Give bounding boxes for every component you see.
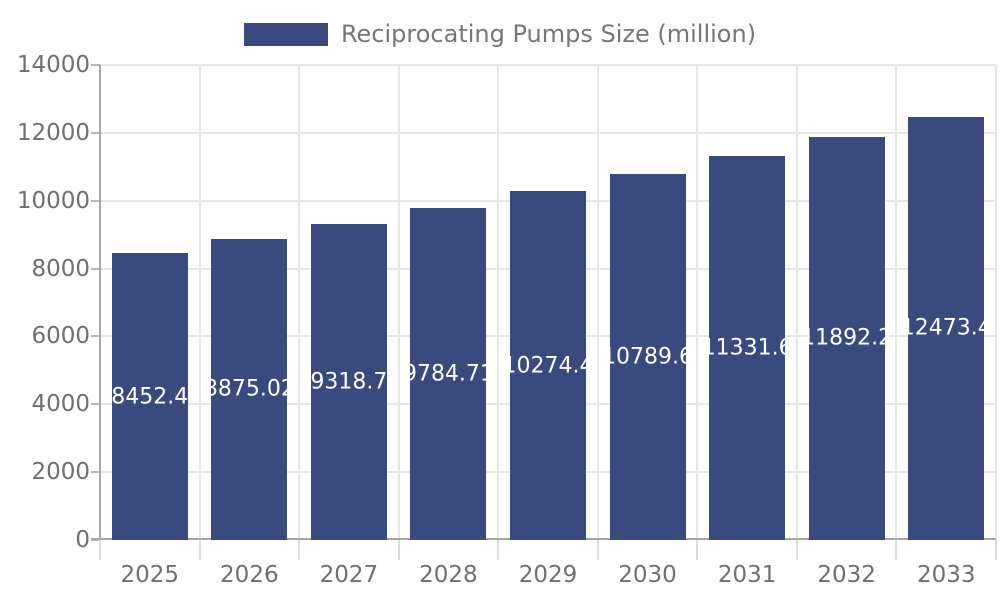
x-axis-tick [298, 540, 301, 560]
vertical-gridline [397, 65, 400, 540]
legend-label[interactable]: Reciprocating Pumps Size (million) [340, 20, 757, 48]
bar-value-label: 10789.6 [602, 344, 694, 370]
y-axis-line [99, 65, 101, 540]
x-axis-tick [795, 540, 798, 560]
bar-value-label: 11892.2 [801, 325, 893, 351]
y-axis-tick-label: 12000 [16, 119, 90, 146]
vertical-gridline [497, 65, 500, 540]
x-axis-tick [397, 540, 400, 560]
y-axis-tick-label: 14000 [16, 52, 90, 78]
bar-value-label: 10274.4 [502, 353, 594, 379]
y-axis-tick-label: 10000 [16, 187, 90, 214]
bar-2029[interactable]: 10274.4 [503, 191, 593, 540]
bar-2030[interactable]: 10789.6 [602, 173, 693, 540]
y-axis-tick [91, 403, 100, 406]
vertical-gridline [995, 65, 997, 540]
vertical-gridline [198, 65, 201, 540]
x-axis-tick [895, 540, 898, 560]
y-axis-tick-label: 8000 [31, 255, 90, 282]
vertical-gridline [596, 65, 599, 540]
bar-value-label: 9318.7 [310, 369, 388, 395]
bar-2026[interactable]: 8875.02 [204, 238, 295, 540]
vertical-gridline [795, 65, 798, 540]
bar-2028[interactable]: 9784.71 [403, 208, 494, 540]
bar-2032[interactable]: 11892.2 [801, 136, 892, 540]
x-axis-tick [696, 540, 699, 560]
y-axis-tick-label: 4000 [31, 391, 90, 418]
legend[interactable]: Reciprocating Pumps Size (million) [0, 20, 1000, 48]
y-axis-tick [91, 335, 100, 338]
bar-value-label: 9784.71 [402, 361, 494, 387]
bar-value-label: 12473.4 [900, 315, 992, 341]
vertical-gridline [895, 65, 898, 540]
x-axis-tick-label: 2025 [120, 562, 180, 588]
horizontal-gridline [100, 131, 996, 134]
legend-swatch[interactable] [243, 22, 328, 46]
vertical-gridline [298, 65, 301, 540]
bar-value-label: 8452.4 [111, 384, 189, 410]
y-axis-tick-label: 0 [75, 527, 90, 553]
x-axis-tick-label: 2030 [618, 562, 677, 588]
y-axis-tick-label: 2000 [31, 459, 90, 486]
bar-2033[interactable]: 12473.4 [901, 116, 992, 540]
bar-value-label: 8875.02 [203, 376, 295, 402]
x-axis-tick [198, 540, 201, 560]
y-axis-tick [91, 539, 100, 541]
y-axis-tick [91, 471, 100, 474]
x-axis-tick-label: 2031 [717, 562, 777, 588]
x-axis-tick-label: 2027 [319, 562, 379, 588]
x-axis-tick-label: 2033 [916, 562, 976, 588]
x-axis-tick-label: 2029 [518, 562, 578, 588]
plot-area: 0 2000 4000 6000 8000 10000 12000 14000 2025 2026… [17, 52, 997, 588]
y-axis-tick [91, 199, 100, 202]
horizontal-gridline [100, 64, 996, 66]
x-axis-tick [995, 540, 997, 560]
x-axis-tick-label: 2028 [419, 562, 478, 588]
bar-value-label: 11331.6 [701, 335, 793, 361]
bar-2031[interactable]: 11331.6 [702, 155, 793, 540]
x-axis-tick [497, 540, 500, 560]
vertical-gridline [696, 65, 699, 540]
x-axis-tick [596, 540, 599, 560]
x-axis-tick-label: 2032 [817, 562, 876, 588]
bar-2025[interactable]: 8452.4 [111, 253, 189, 540]
y-axis-tick [91, 267, 100, 270]
y-axis-tick-label: 6000 [31, 323, 90, 350]
x-axis-tick [99, 540, 101, 560]
y-axis-tick [91, 64, 100, 66]
y-axis-tick [91, 131, 100, 134]
x-axis-tick-label: 2026 [220, 562, 279, 588]
bar-2027[interactable]: 9318.7 [310, 223, 388, 540]
